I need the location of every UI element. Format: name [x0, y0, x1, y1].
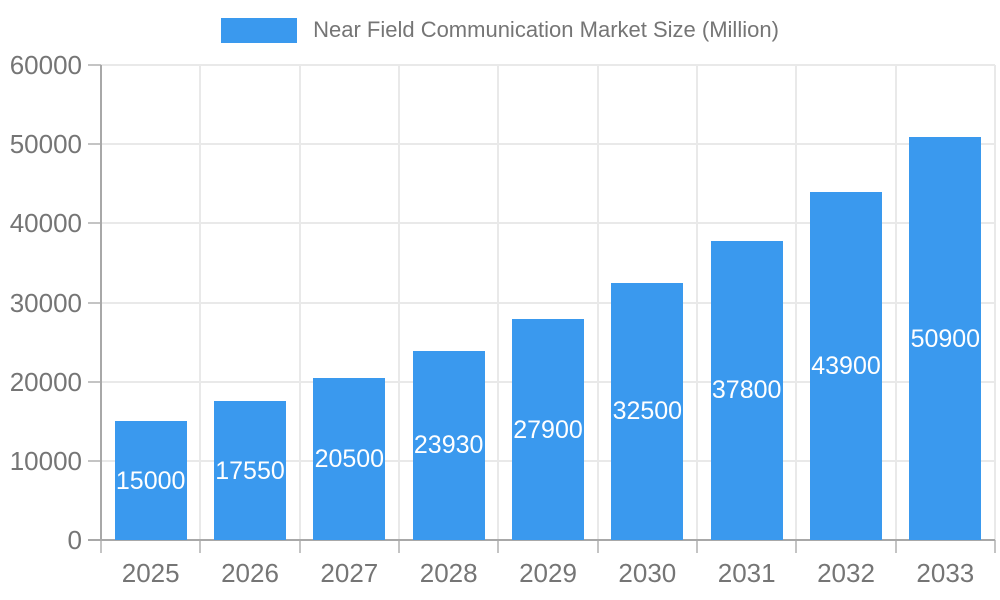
- x-tick: [795, 540, 798, 553]
- y-axis-tick-label: 50000: [9, 129, 82, 160]
- bar-value-label: 27900: [513, 415, 583, 444]
- x-tick: [894, 540, 897, 553]
- x-axis-tick-label: 2029: [519, 558, 577, 588]
- x-axis-tick-label: 2032: [817, 558, 875, 588]
- x-gridline: [894, 65, 897, 540]
- y-gridline: [101, 64, 995, 66]
- bar-value-label: 50900: [910, 324, 981, 353]
- y-tick: [88, 301, 101, 304]
- bar-2031[interactable]: 37800: [710, 240, 783, 540]
- y-tick: [88, 380, 101, 383]
- bar-value-label: 23930: [413, 431, 484, 460]
- x-gridline: [696, 65, 698, 540]
- y-axis-tick-label: 0: [67, 525, 82, 555]
- y-axis-tick-label: 20000: [9, 366, 82, 397]
- bar-2030[interactable]: 32500: [611, 282, 684, 540]
- x-tick: [596, 540, 599, 553]
- x-axis-tick-label: 2028: [419, 558, 478, 588]
- bar-value-label: 32500: [612, 397, 683, 426]
- y-axis-tick-label: 60000: [9, 50, 82, 80]
- y-gridline: [101, 222, 995, 225]
- y-axis-tick-label: 10000: [9, 445, 82, 476]
- y-tick: [88, 64, 101, 66]
- chart-legend[interactable]: Near Field Communication Market Size (Mi…: [0, 17, 1000, 43]
- bar-2026[interactable]: 17550: [214, 401, 286, 540]
- bar-value-label: 17550: [215, 456, 285, 485]
- x-tick: [497, 540, 500, 553]
- x-gridline: [994, 65, 996, 540]
- bar-2029[interactable]: 27900: [512, 319, 584, 540]
- x-gridline: [497, 65, 500, 540]
- x-tick: [199, 540, 202, 553]
- bar-2033[interactable]: 50900: [909, 137, 982, 540]
- x-gridline: [596, 65, 599, 540]
- x-tick: [298, 540, 301, 553]
- y-tick: [88, 222, 101, 225]
- bar-2028[interactable]: 23930: [412, 350, 485, 540]
- x-axis-tick-label: 2030: [618, 558, 677, 588]
- bar-2025[interactable]: 15000: [114, 421, 187, 540]
- x-gridline: [199, 65, 202, 540]
- y-gridline: [101, 301, 995, 304]
- x-tick: [696, 540, 698, 553]
- bar-value-label: 43900: [811, 352, 881, 381]
- x-axis-tick-label: 2027: [320, 558, 379, 588]
- bar-value-label: 15000: [115, 466, 186, 495]
- y-axis-tick-label: 30000: [9, 287, 82, 318]
- bar-2027[interactable]: 20500: [313, 377, 386, 540]
- legend-swatch: [221, 17, 298, 43]
- x-gridline: [298, 65, 301, 540]
- x-axis-tick-label: 2033: [916, 558, 975, 588]
- bar-value-label: 20500: [314, 444, 385, 473]
- x-gridline: [398, 65, 400, 540]
- y-axis-line: [100, 65, 102, 540]
- y-tick: [88, 459, 101, 462]
- x-axis-tick-label: 2031: [717, 558, 776, 588]
- x-tick: [100, 540, 102, 553]
- x-axis-tick-label: 2026: [221, 558, 279, 588]
- bar-2032[interactable]: 43900: [810, 192, 882, 540]
- x-axis-line: [88, 539, 995, 541]
- x-tick: [398, 540, 400, 553]
- y-axis-tick-label: 40000: [9, 208, 82, 239]
- y-gridline: [101, 143, 995, 146]
- bar-value-label: 37800: [711, 376, 782, 405]
- y-tick: [88, 143, 101, 146]
- x-axis-tick-label: 2025: [121, 558, 180, 588]
- x-gridline: [795, 65, 798, 540]
- legend-label: Near Field Communication Market Size (Mi…: [313, 17, 779, 42]
- x-tick: [994, 540, 996, 553]
